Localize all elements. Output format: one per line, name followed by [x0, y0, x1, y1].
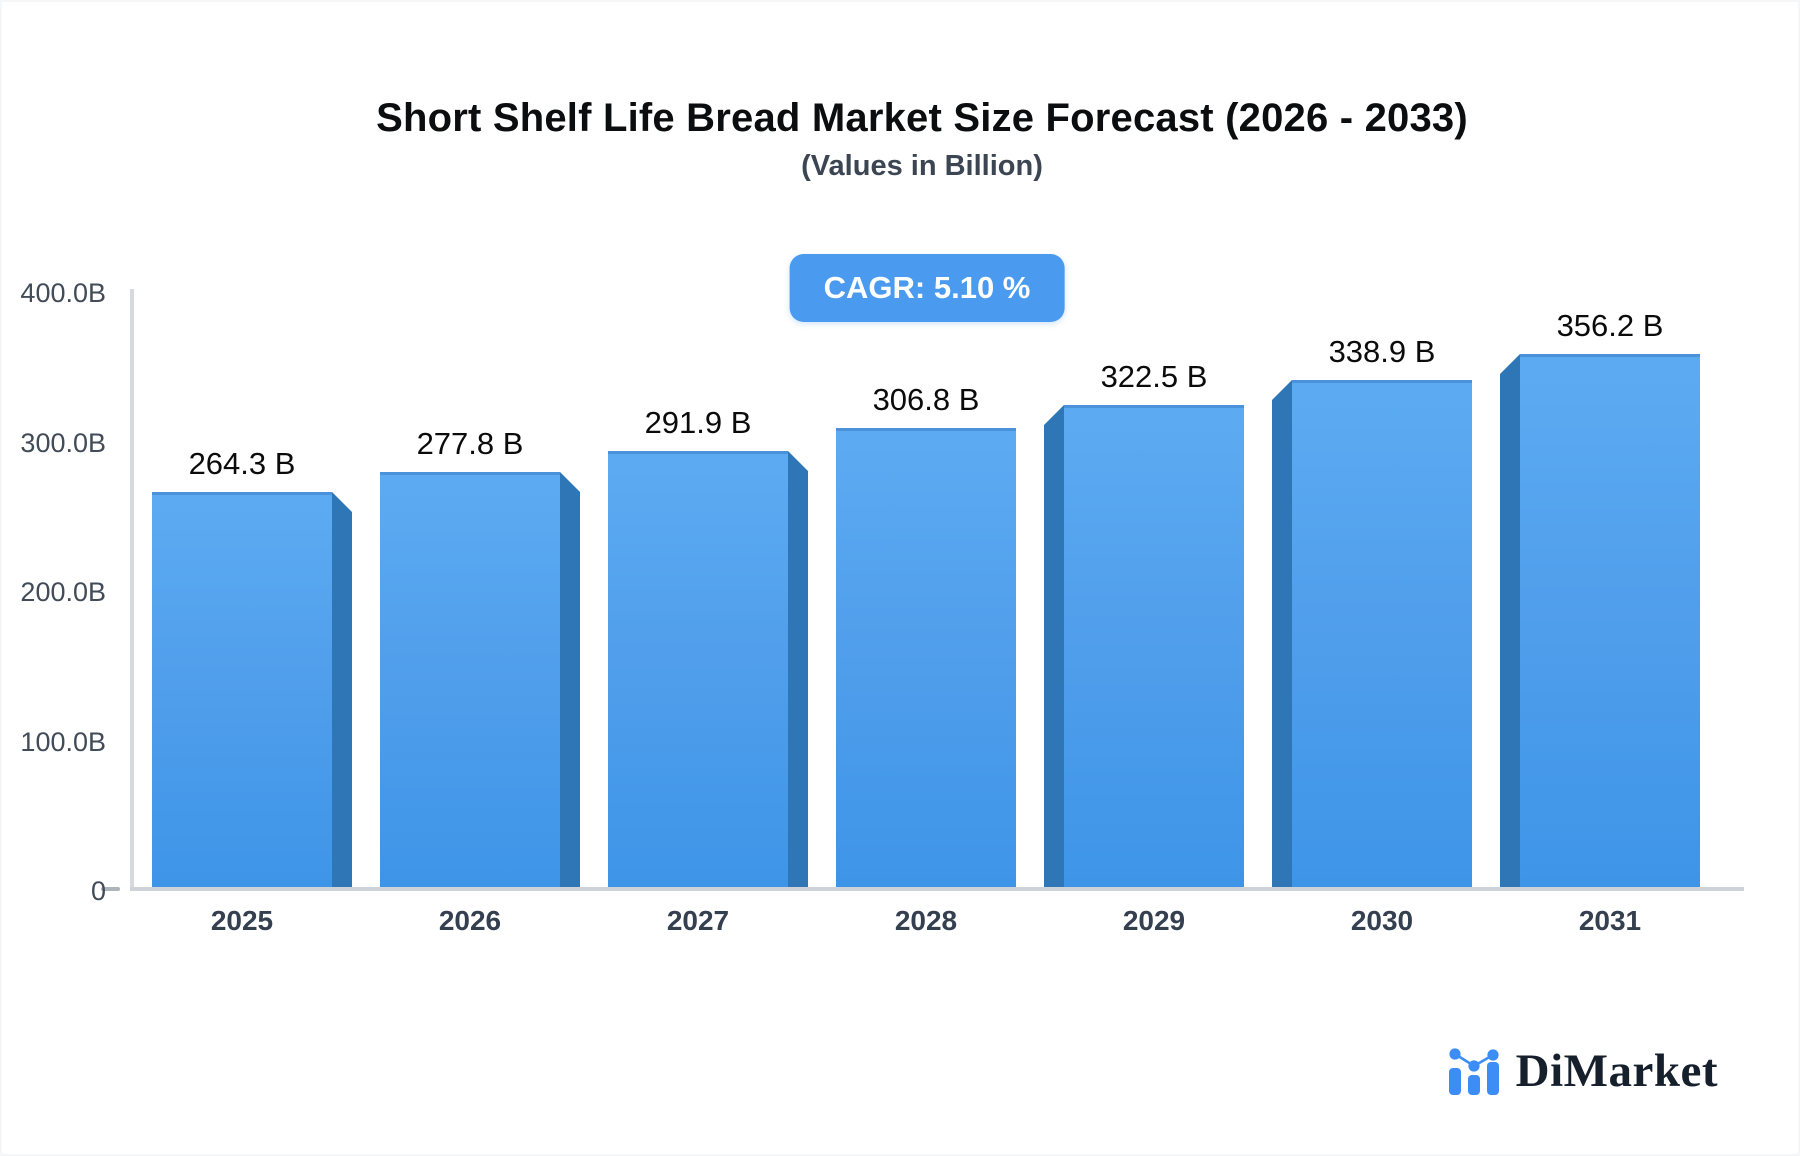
cagr-badge: CAGR: 5.10 %: [789, 254, 1065, 322]
bar-2025: [152, 492, 332, 887]
bar-value-label: 338.9 B: [1328, 334, 1436, 369]
brand-logo: DiMarket: [1448, 1044, 1718, 1098]
x-axis-category-label: 2029: [1122, 905, 1186, 936]
brand-name: DiMarket: [1515, 1045, 1718, 1097]
y-axis-tick-label: 400.0B: [20, 278, 106, 308]
bar-3d-side: [332, 492, 352, 887]
bar-chart-icon: [1448, 1046, 1502, 1096]
y-axis-line: [130, 289, 134, 891]
bar-2031: [1520, 354, 1700, 887]
chart-subtitle: (Values in Billion): [801, 150, 1043, 182]
x-axis-category-label: 2027: [666, 905, 730, 936]
y-axis-tick-label: 0: [90, 876, 106, 906]
y-axis-tick-label: 100.0B: [20, 726, 106, 757]
bar-value-label: 277.8 B: [416, 426, 524, 461]
bar-3d-side: [1044, 405, 1064, 887]
chart-title: Short Shelf Life Bread Market Size Forec…: [376, 96, 1468, 140]
bar-3d-side: [788, 451, 808, 887]
bar-2026: [380, 472, 560, 887]
zero-tick-mark: [101, 887, 120, 891]
bar-value-label: 322.5 B: [1100, 359, 1208, 394]
bar-2030: [1292, 380, 1472, 887]
x-axis-category-label: 2025: [210, 905, 274, 936]
bar-value-label: 306.8 B: [872, 382, 980, 417]
x-axis-category-label: 2031: [1578, 905, 1642, 936]
bar-3d-side: [560, 472, 580, 887]
bar-value-label: 356.2 B: [1556, 308, 1664, 343]
x-axis-category-label: 2026: [438, 905, 502, 936]
x-axis-category-label: 2030: [1350, 905, 1414, 936]
bar-value-label: 264.3 B: [188, 446, 296, 481]
bar-2028: [836, 428, 1016, 887]
y-axis-tick-label: 200.0B: [20, 577, 106, 607]
y-axis-tick-label: 300.0B: [20, 427, 106, 458]
x-axis-baseline: [130, 887, 1744, 891]
bar-value-label: 291.9 B: [644, 405, 752, 440]
bar-2027: [608, 451, 788, 887]
x-axis-category-label: 2028: [894, 905, 958, 936]
bar-3d-side: [1500, 354, 1520, 887]
bar-2029: [1064, 405, 1244, 887]
bar-3d-side: [1272, 380, 1292, 887]
